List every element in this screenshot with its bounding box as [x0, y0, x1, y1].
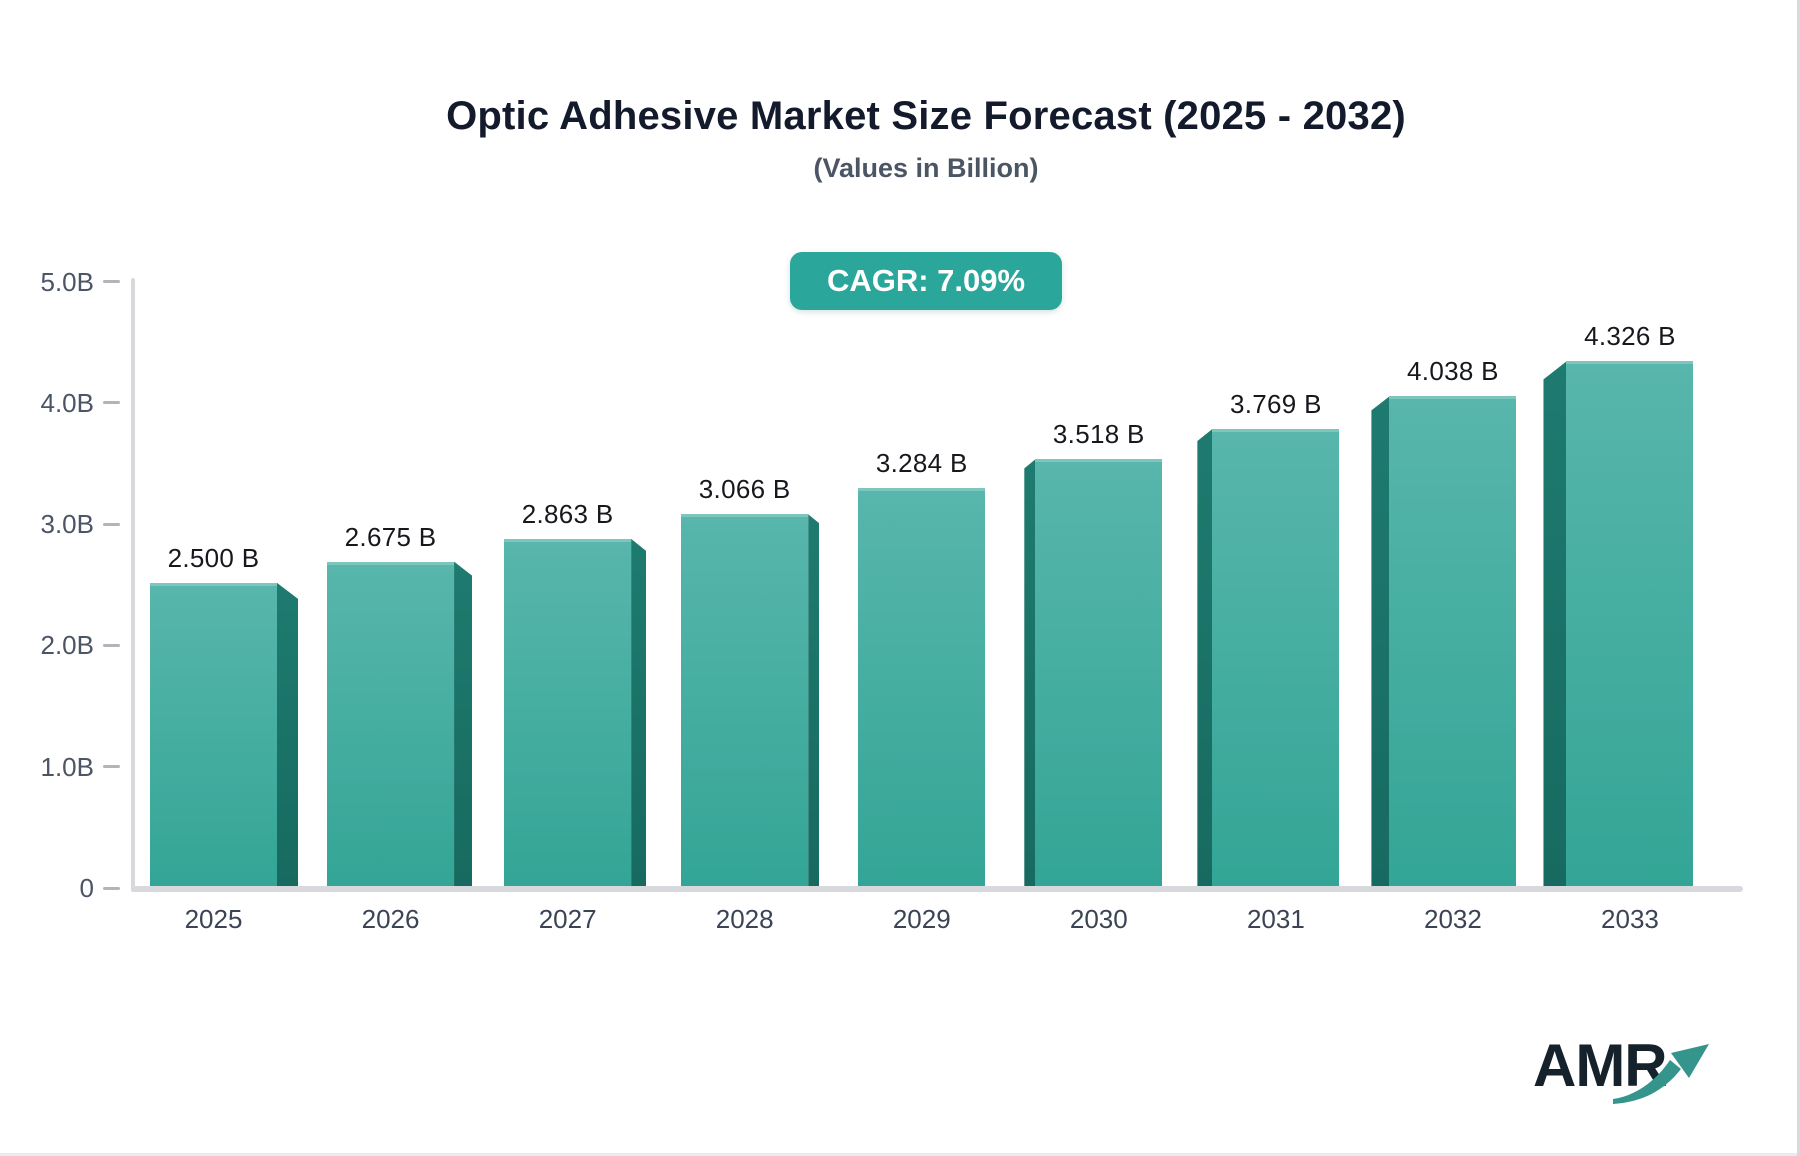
bar-2033	[1566, 361, 1694, 886]
x-axis-label-2025: 2025	[184, 904, 243, 934]
bar-side-face-2030	[1024, 459, 1036, 886]
x-axis-label-2032: 2032	[1423, 904, 1482, 934]
bar-side-face-2031	[1197, 428, 1213, 886]
chart-title: Optic Adhesive Market Size Forecast (202…	[446, 94, 1406, 138]
x-axis-label-2033: 2033	[1601, 904, 1659, 934]
bar-side-face-2033	[1543, 361, 1567, 886]
x-axis-label-2029: 2029	[892, 904, 951, 934]
bar-value-label: 2.500 B	[167, 542, 260, 573]
bar-2029	[858, 487, 986, 886]
x-axis-label-2026: 2026	[361, 904, 420, 934]
bar-value-label: 3.518 B	[1052, 419, 1145, 450]
bar-2025	[150, 582, 277, 886]
y-axis-tick-label: 2.0B	[40, 630, 95, 661]
bar-side-face-2027	[631, 538, 647, 886]
cagr-badge: CAGR: 7.09%	[790, 252, 1062, 310]
y-axis-tick-label: 0	[79, 873, 94, 903]
bar-2030	[1035, 459, 1163, 886]
bar-value-label: 4.326 B	[1584, 321, 1676, 352]
y-axis-line	[131, 278, 135, 892]
x-axis-label-2028: 2028	[715, 904, 774, 934]
chart-subtitle: (Values in Billion)	[813, 153, 1039, 183]
y-axis-tick-label: 5.0B	[40, 266, 95, 297]
amr-logo-text: AMR	[1533, 1032, 1668, 1099]
y-axis-tick-mark	[103, 765, 120, 769]
bar-2026	[327, 561, 455, 886]
bar-2031	[1212, 428, 1340, 886]
x-axis-label-2027: 2027	[538, 904, 597, 934]
x-axis-label-2031: 2031	[1246, 904, 1305, 934]
bar-value-label: 2.863 B	[521, 498, 614, 529]
amr-logo: AMR	[1533, 1036, 1753, 1126]
y-axis-tick-mark	[103, 886, 120, 890]
y-axis-tick-label: 4.0B	[40, 387, 95, 418]
bar-value-label: 3.284 B	[875, 447, 968, 478]
chart-header: Optic Adhesive Market Size Forecast (202…	[52, 0, 1800, 184]
bar-value-label: 4.038 B	[1407, 356, 1499, 387]
y-axis-tick-label: 3.0B	[40, 509, 95, 540]
x-axis-label-2030: 2030	[1069, 904, 1128, 934]
y-axis-tick-mark	[103, 643, 120, 647]
bar-value-label: 2.675 B	[344, 521, 437, 552]
y-axis-tick-mark	[103, 522, 120, 526]
bar-2032	[1389, 396, 1517, 886]
bar-2027	[504, 538, 632, 886]
y-axis-tick-mark	[103, 280, 120, 284]
growth-arrow-icon	[1613, 1044, 1709, 1104]
bar-side-face-2025	[277, 582, 298, 886]
y-axis-tick-mark	[103, 401, 120, 405]
y-axis-tick-label: 1.0B	[40, 751, 95, 782]
bar-value-label: 3.769 B	[1229, 388, 1322, 419]
bar-side-face-2032	[1371, 396, 1390, 886]
bar-side-face-2028	[808, 514, 820, 886]
bar-2028	[681, 514, 809, 886]
bar-side-face-2026	[454, 561, 473, 886]
x-axis-baseline	[131, 886, 1743, 892]
bar-value-label: 3.066 B	[698, 474, 791, 505]
